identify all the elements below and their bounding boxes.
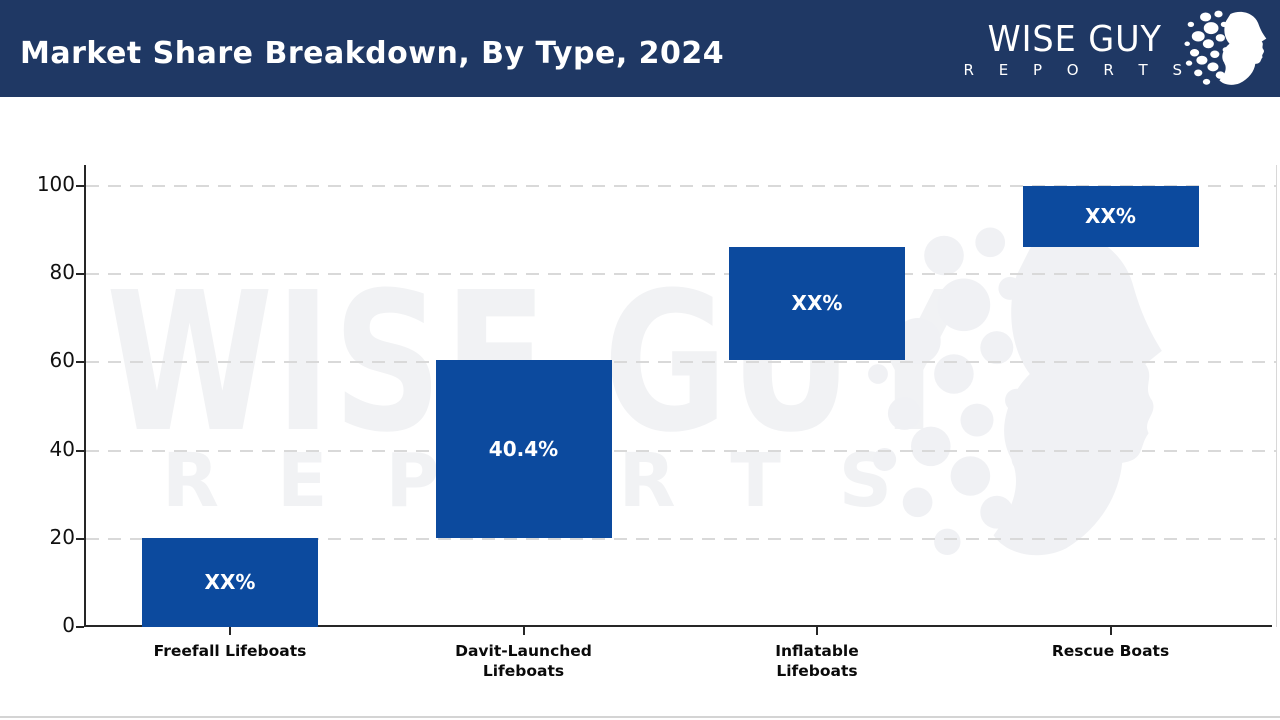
gridline [86, 449, 1276, 452]
y-axis-tick [76, 626, 84, 628]
gridline [86, 537, 1276, 540]
y-axis-tick-label: 0 [62, 613, 75, 637]
x-axis-tick [522, 627, 525, 635]
bar-value-label: XX% [791, 291, 843, 316]
bar-segment: XX% [1022, 186, 1199, 247]
y-axis-tick [76, 273, 84, 276]
page-title: Market Share Breakdown, By Type, 2024 [20, 36, 725, 71]
y-axis-tick [76, 449, 84, 452]
brand-logo-reports-label: R E P O R T S [963, 61, 1192, 79]
category-label: Davit-Launched Lifeboats [455, 642, 592, 680]
brand-logo: WISE GUY R E P O R T S [958, 6, 1270, 92]
x-axis-line [84, 625, 1272, 627]
brand-logo-wiseguy-label: WISE GUY [987, 19, 1162, 60]
x-axis-tick [1109, 627, 1112, 635]
bar-segment: XX% [729, 246, 905, 360]
gridline [86, 273, 1276, 276]
y-axis-line [84, 165, 86, 627]
plot-right-border [1276, 165, 1277, 627]
y-axis-tick [76, 537, 84, 540]
y-axis-tick-label: 80 [49, 260, 75, 285]
bar-value-label: 40.4% [488, 436, 559, 461]
y-axis-tick-label: 100 [36, 172, 75, 196]
brand-face-icon [1184, 10, 1267, 85]
gridline [86, 185, 1276, 187]
category-label: Inflatable Lifeboats [775, 642, 859, 680]
y-axis-tick [76, 185, 84, 187]
category-label: Rescue Boats [1051, 642, 1170, 660]
x-axis-tick [816, 627, 818, 635]
y-axis-tick-label: 60 [49, 348, 75, 373]
bar-value-label: XX% [204, 570, 256, 595]
gridline [86, 361, 1276, 364]
bottom-divider [0, 716, 1280, 718]
chart-area: 0 20 40 60 80 100 XX% Freefall Lifeboats 40.4% Da… [0, 97, 1280, 720]
brand-logo-text: WISE GUY R E P O R T S [958, 19, 1192, 79]
header-bar: Market Share Breakdown, By Type, 2024 WI… [0, 0, 1280, 97]
y-axis-tick [76, 361, 84, 364]
y-axis-tick-label: 20 [49, 524, 75, 549]
bar-value-label: XX% [1085, 204, 1136, 229]
y-axis-tick-label: 40 [49, 436, 75, 461]
category-label: Freefall Lifeboats [153, 642, 307, 660]
x-axis-tick [229, 627, 231, 635]
bar-segment: 40.4% [435, 359, 612, 538]
bar-segment: XX% [142, 537, 318, 627]
